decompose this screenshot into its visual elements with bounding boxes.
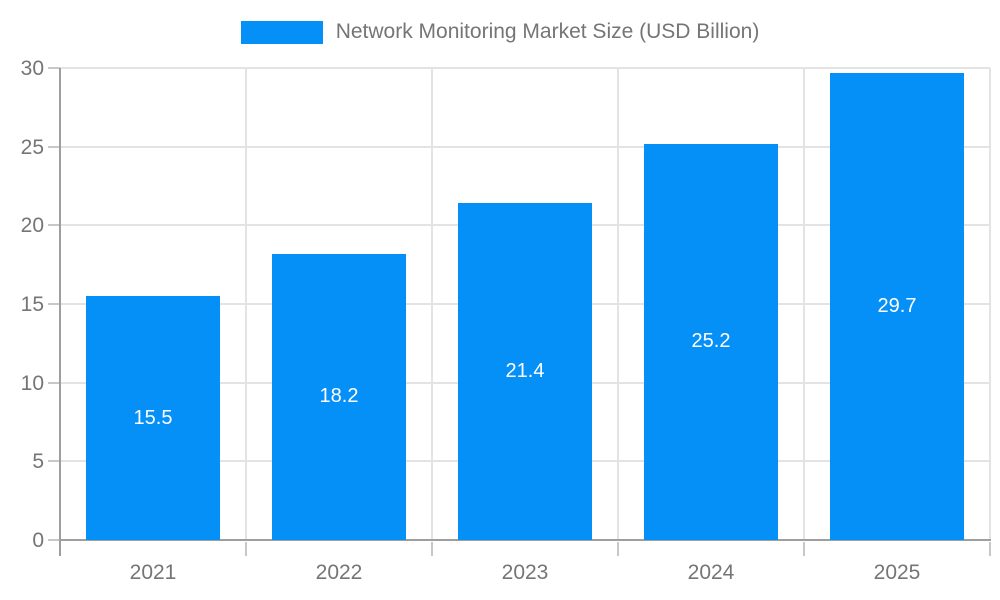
y-axis-tick (48, 145, 60, 148)
bar: 25.2 (644, 143, 778, 540)
x-axis-line (59, 539, 991, 541)
x-axis-label: 2024 (687, 561, 735, 584)
y-axis-tick (48, 224, 60, 227)
x-axis-tick (617, 542, 619, 556)
y-axis-label: 15 (20, 293, 44, 316)
x-axis-tick (245, 542, 247, 556)
y-axis-tick (48, 539, 60, 541)
y-axis-label: 0 (32, 529, 44, 552)
y-axis-label: 5 (32, 450, 44, 474)
x-gridline (617, 68, 619, 540)
y-gridline (60, 145, 990, 148)
bar: 29.7 (830, 72, 964, 540)
y-axis-label: 25 (20, 135, 44, 159)
y-axis-tick (48, 381, 60, 384)
legend-label: Network Monitoring Market Size (USD Bill… (335, 20, 760, 43)
y-axis-line (59, 68, 61, 556)
bar-value-label: 21.4 (505, 360, 545, 383)
legend-swatch (240, 20, 323, 44)
x-axis-label: 2023 (501, 561, 549, 584)
x-axis-tick (989, 542, 991, 556)
bar: 18.2 (272, 253, 406, 540)
x-axis-label: 2021 (129, 561, 177, 584)
x-gridline (803, 68, 805, 540)
bar-value-label: 25.2 (691, 330, 731, 353)
y-gridline (60, 67, 990, 69)
chart-legend: Network Monitoring Market Size (USD Bill… (0, 20, 1000, 44)
y-axis-label: 30 (20, 57, 44, 80)
bar-value-label: 18.2 (319, 385, 359, 408)
x-axis-label: 2022 (315, 561, 363, 584)
y-axis-label: 10 (20, 371, 44, 395)
y-axis-label: 20 (20, 214, 44, 238)
y-axis-tick (48, 67, 60, 69)
y-axis-tick (48, 303, 60, 305)
bar-value-label: 29.7 (877, 294, 917, 317)
bar: 15.5 (86, 296, 220, 540)
x-axis-tick (803, 542, 805, 556)
x-axis-label: 2025 (873, 561, 921, 584)
x-gridline (245, 68, 247, 540)
x-gridline (431, 68, 433, 540)
bar-value-label: 15.5 (133, 406, 173, 429)
x-axis-tick (431, 542, 433, 556)
bar: 21.4 (458, 203, 592, 540)
x-gridline (989, 68, 991, 540)
y-axis-tick (48, 460, 60, 463)
